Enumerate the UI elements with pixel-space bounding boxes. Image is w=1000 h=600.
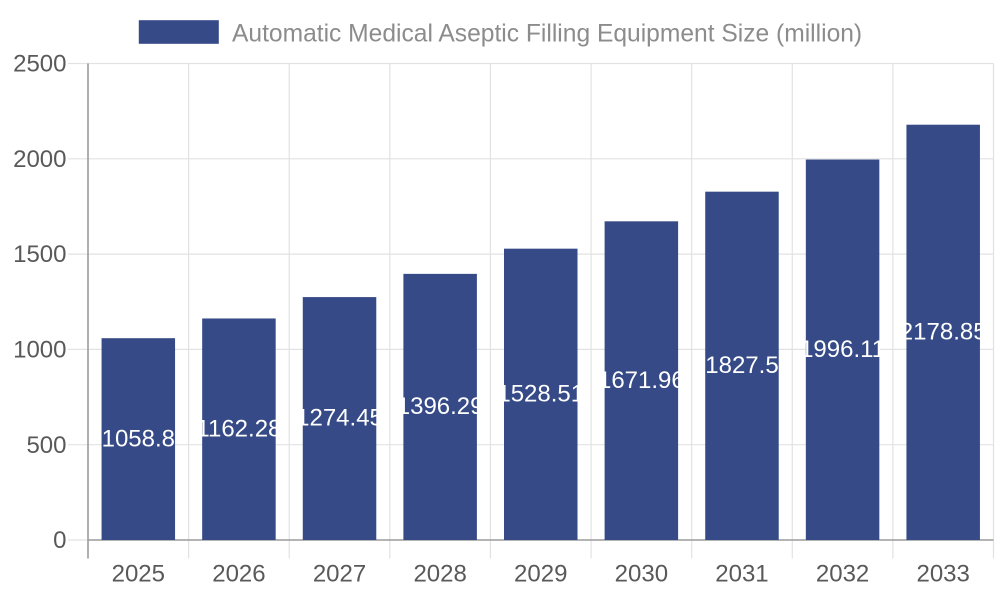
svg-text:1058.8: 1058.8 (102, 425, 175, 452)
svg-text:1000: 1000 (13, 337, 66, 364)
svg-text:2033: 2033 (916, 561, 969, 588)
svg-text:0: 0 (53, 527, 66, 554)
svg-text:2030: 2030 (615, 561, 668, 588)
svg-text:1528.51: 1528.51 (497, 381, 584, 408)
svg-text:1162.28: 1162.28 (196, 415, 281, 442)
svg-text:2000: 2000 (13, 146, 66, 173)
svg-text:1396.29: 1396.29 (397, 393, 484, 420)
svg-text:2026: 2026 (212, 561, 265, 588)
svg-text:1827.5: 1827.5 (705, 352, 778, 379)
svg-text:Automatic Medical Aseptic Fill: Automatic Medical Aseptic Filling Equipm… (232, 21, 862, 48)
svg-text:500: 500 (26, 432, 66, 459)
svg-text:2027: 2027 (313, 561, 366, 588)
svg-text:2028: 2028 (413, 561, 466, 588)
svg-text:2029: 2029 (514, 561, 567, 588)
svg-text:1274.45: 1274.45 (296, 405, 383, 432)
svg-text:2032: 2032 (816, 561, 869, 588)
svg-text:1500: 1500 (13, 241, 66, 268)
svg-text:2500: 2500 (13, 51, 66, 78)
svg-text:2025: 2025 (112, 561, 165, 588)
svg-text:2178.85: 2178.85 (900, 319, 987, 346)
svg-text:1671.96: 1671.96 (598, 367, 685, 394)
svg-text:2031: 2031 (715, 561, 768, 588)
svg-text:1996.11: 1996.11 (800, 336, 885, 363)
